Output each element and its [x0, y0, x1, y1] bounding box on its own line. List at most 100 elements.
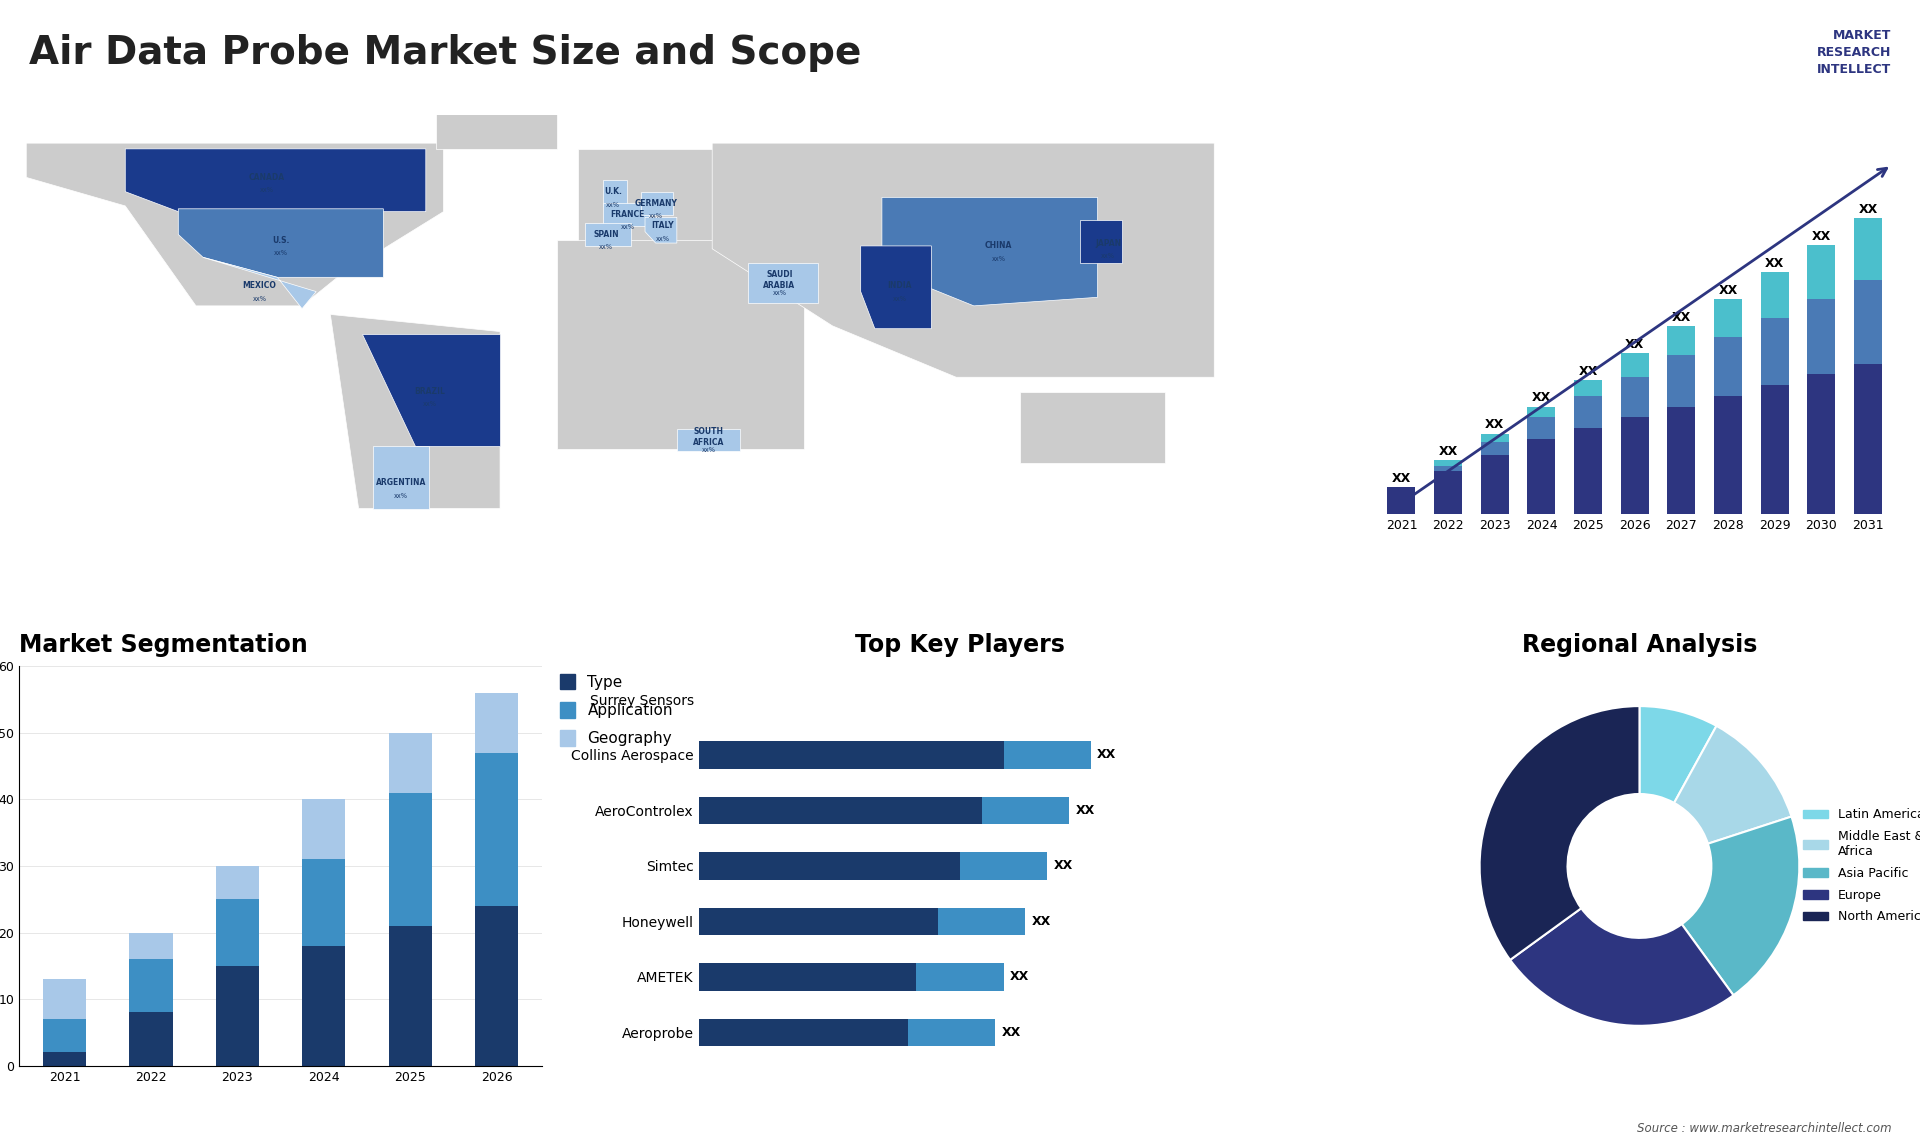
- Bar: [301, 800, 346, 860]
- Text: GERMANY: GERMANY: [634, 198, 678, 207]
- Text: JAPAN: JAPAN: [1094, 238, 1121, 248]
- Bar: [301, 860, 346, 945]
- Bar: [1480, 441, 1509, 455]
- Text: xx%: xx%: [599, 244, 612, 250]
- Text: MARKET
RESEARCH
INTELLECT: MARKET RESEARCH INTELLECT: [1816, 29, 1891, 76]
- Text: XX: XX: [1624, 338, 1644, 351]
- Bar: [42, 1052, 86, 1066]
- Text: XX: XX: [1672, 311, 1692, 323]
- Polygon shape: [645, 218, 678, 243]
- Text: XX: XX: [1002, 1026, 1021, 1039]
- Polygon shape: [603, 203, 649, 226]
- Text: xx%: xx%: [649, 213, 662, 219]
- Polygon shape: [641, 191, 674, 214]
- Text: xx%: xx%: [657, 236, 670, 242]
- Wedge shape: [1682, 817, 1799, 995]
- Text: XX: XX: [1812, 230, 1832, 243]
- Bar: [42, 979, 86, 1019]
- Text: XX: XX: [1764, 257, 1784, 270]
- Bar: [1620, 353, 1649, 377]
- Bar: [42, 1019, 86, 1052]
- Bar: [1480, 433, 1509, 441]
- Polygon shape: [712, 143, 1213, 377]
- Text: U.K.: U.K.: [605, 187, 622, 196]
- Text: BRAZIL: BRAZIL: [415, 387, 445, 397]
- Polygon shape: [1079, 220, 1123, 264]
- Bar: [388, 793, 432, 926]
- Bar: [1667, 407, 1695, 515]
- Bar: [1574, 395, 1601, 429]
- Bar: [301, 945, 346, 1066]
- Polygon shape: [204, 258, 317, 308]
- Bar: [129, 933, 173, 959]
- Bar: [1434, 461, 1463, 465]
- Text: XX: XX: [1859, 203, 1878, 217]
- Text: XX: XX: [1392, 472, 1411, 485]
- Polygon shape: [330, 314, 499, 509]
- Bar: [1574, 379, 1601, 395]
- Text: FRANCE: FRANCE: [611, 210, 645, 219]
- Bar: [1761, 385, 1789, 515]
- Polygon shape: [747, 264, 818, 303]
- Polygon shape: [678, 429, 741, 452]
- Text: xx%: xx%: [259, 187, 275, 194]
- Text: xx%: xx%: [253, 296, 267, 301]
- Bar: [1528, 417, 1555, 439]
- Bar: [1715, 395, 1741, 515]
- Legend: Latin America, Middle East &
Africa, Asia Pacific, Europe, North America: Latin America, Middle East & Africa, Asi…: [1797, 803, 1920, 928]
- Bar: [474, 906, 518, 1066]
- Polygon shape: [881, 197, 1098, 306]
- Polygon shape: [436, 112, 557, 149]
- Wedge shape: [1511, 909, 1734, 1026]
- Bar: [1807, 245, 1836, 299]
- Text: SPAIN: SPAIN: [593, 230, 618, 240]
- Wedge shape: [1674, 725, 1791, 843]
- Text: XX: XX: [1486, 418, 1505, 431]
- Text: CANADA: CANADA: [248, 173, 284, 182]
- Text: XX: XX: [1031, 915, 1050, 928]
- Bar: [129, 959, 173, 1013]
- Bar: [916, 963, 1004, 991]
- Polygon shape: [860, 246, 931, 329]
- Text: xx%: xx%: [620, 225, 634, 230]
- Bar: [699, 853, 960, 880]
- Wedge shape: [1480, 706, 1640, 960]
- Bar: [1855, 280, 1882, 363]
- Polygon shape: [125, 149, 426, 212]
- Polygon shape: [179, 209, 384, 277]
- Text: SOUTH
AFRICA: SOUTH AFRICA: [693, 427, 724, 447]
- Polygon shape: [1020, 392, 1165, 463]
- Bar: [1715, 299, 1741, 337]
- Bar: [908, 1019, 995, 1046]
- Bar: [215, 866, 259, 900]
- Text: XX: XX: [1718, 284, 1738, 297]
- Text: Air Data Probe Market Size and Scope: Air Data Probe Market Size and Scope: [29, 34, 862, 72]
- Text: SAUDI
ARABIA: SAUDI ARABIA: [764, 270, 795, 290]
- Legend: Type, Application, Geography: Type, Application, Geography: [561, 674, 672, 746]
- Text: xx%: xx%: [422, 401, 436, 407]
- Text: xx%: xx%: [394, 493, 409, 499]
- Text: CHINA: CHINA: [985, 242, 1012, 251]
- Text: xx%: xx%: [1102, 253, 1116, 259]
- Text: XX: XX: [1075, 804, 1094, 817]
- Text: XX: XX: [1010, 971, 1029, 983]
- Bar: [699, 741, 1004, 769]
- Bar: [129, 1013, 173, 1066]
- Text: xx%: xx%: [772, 290, 787, 296]
- Bar: [1667, 355, 1695, 407]
- Bar: [388, 732, 432, 793]
- Bar: [981, 796, 1069, 824]
- Text: xx%: xx%: [275, 250, 288, 256]
- Text: xx%: xx%: [991, 256, 1006, 261]
- Text: xx%: xx%: [893, 296, 906, 301]
- Text: U.S.: U.S.: [273, 236, 290, 245]
- Polygon shape: [557, 241, 804, 448]
- Bar: [1574, 429, 1601, 515]
- Polygon shape: [363, 335, 499, 446]
- Polygon shape: [586, 223, 632, 246]
- Bar: [215, 900, 259, 966]
- Bar: [1620, 377, 1649, 417]
- Bar: [699, 1019, 908, 1046]
- Bar: [474, 693, 518, 753]
- Polygon shape: [372, 446, 430, 509]
